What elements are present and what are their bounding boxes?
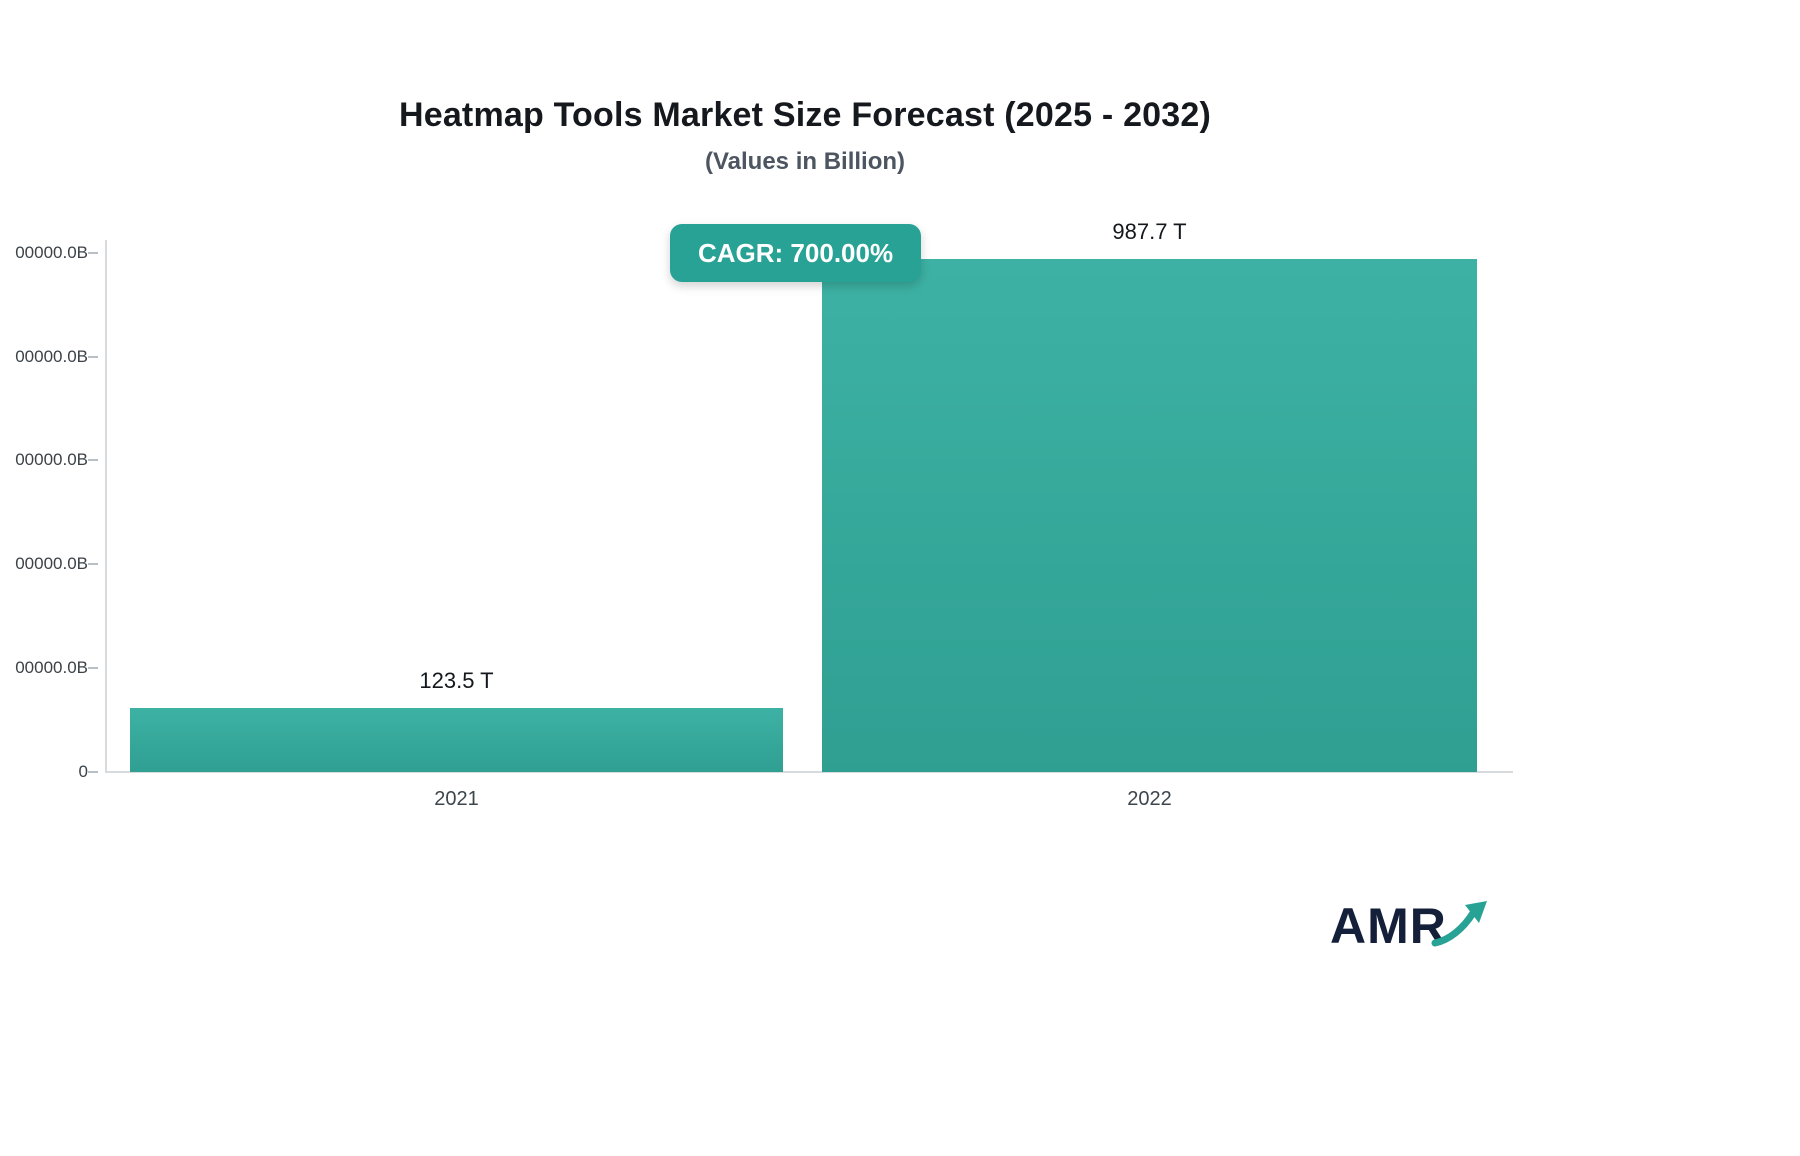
chart-title: Heatmap Tools Market Size Forecast (2025… [398,96,1212,134]
y-tick-label: 00000.0B [15,554,88,573]
y-tick-mark [88,459,98,461]
chart-subtitle: (Values in Billion) [704,148,906,175]
y-tick-mark [88,252,98,254]
bar-value-label: 123.5 T [419,668,494,693]
amr-logo-text: AMR [1330,898,1447,954]
y-tick-label: 0 [78,762,88,781]
y-tick-mark [88,563,98,565]
x-axis-line [105,771,1513,773]
bar-value-label: 987.7 T [1112,219,1187,244]
y-axis-line [105,240,107,773]
y-tick-label: 00000.0B [15,450,88,469]
y-tick-mark [88,356,98,358]
y-tick-mark [88,667,98,669]
cagr-badge: CAGR: 700.00% [670,224,922,282]
x-tick-label: 2022 [1127,788,1172,810]
y-tick-mark [88,771,98,773]
y-tick-label: 00000.0B [15,658,88,677]
x-tick-label: 2021 [434,788,479,810]
y-tick-label: 00000.0B [15,243,88,262]
bar-2021[interactable] [130,708,783,772]
y-tick-label: 00000.0B [15,347,88,366]
amr-logo: AMR [1330,898,1489,954]
bar-2022[interactable] [822,259,1477,772]
growth-arrow-icon [1431,899,1489,952]
